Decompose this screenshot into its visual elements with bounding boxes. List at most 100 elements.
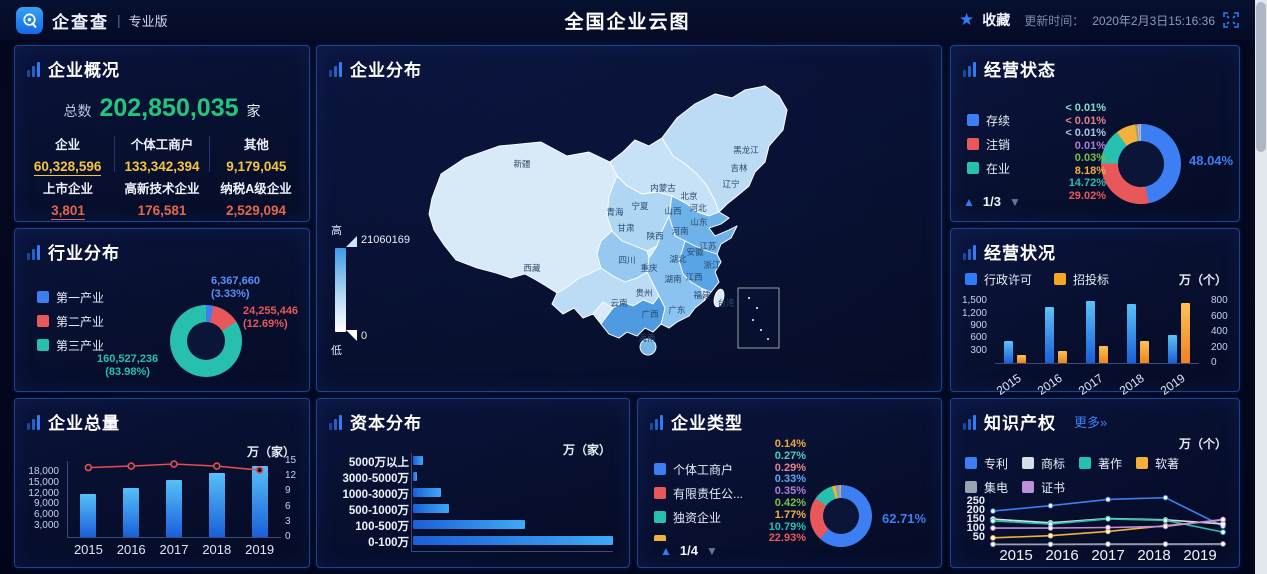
legend-item[interactable]: 招投标: [1054, 267, 1109, 291]
category-label: 500-1000万: [348, 505, 409, 517]
industry-donut-chart[interactable]: [170, 305, 242, 377]
axis-tick-label: 1,200: [961, 307, 987, 319]
legend-item[interactable]: 商标: [1022, 451, 1065, 475]
legend-pager: ▲ 1/4 ▼: [660, 543, 718, 558]
axis-tick-label: 15,000: [28, 476, 59, 488]
scale-low-label: 低: [331, 345, 342, 357]
legend-item[interactable]: 在业: [967, 156, 1010, 180]
legend-item[interactable]: 证书: [1022, 475, 1065, 499]
legend-item[interactable]: 有限责任公...: [654, 481, 743, 505]
pager-page: 1/3: [982, 194, 1001, 209]
stat-value: 176,581: [137, 203, 187, 218]
region-taiwan[interactable]: [712, 288, 725, 308]
axis-unit-label: 万（家）: [562, 443, 611, 457]
legend-item[interactable]: 专利: [965, 451, 1008, 475]
pager-down-button[interactable]: ▼: [1008, 194, 1021, 209]
trend-line: [84, 460, 264, 474]
pager-down-button[interactable]: ▼: [705, 543, 718, 558]
legend-item[interactable]: 第一产业: [37, 285, 104, 309]
legend-label: 软著: [1155, 456, 1180, 471]
panel-industry-distribution: 行业分布 第一产业 第二产业 第三产业 6,367,660 (3.33%) 24,2…: [14, 228, 310, 392]
legend-label: 在业: [986, 161, 1011, 176]
pct-label: 1.77%: [774, 508, 806, 521]
status-donut-chart[interactable]: [1101, 124, 1181, 204]
pct-label: < 0.01%: [1065, 102, 1106, 114]
scrollbar-track[interactable]: [1255, 0, 1267, 574]
right-axis: 15 12 9 6 3 0: [283, 455, 307, 542]
signal-bars-icon: [963, 414, 976, 430]
legend-label: 独资企业: [673, 510, 722, 525]
pager-up-button[interactable]: ▲: [963, 194, 975, 209]
signal-bars-icon: [329, 414, 342, 430]
pct-label: 0.33%: [774, 473, 806, 486]
ip-legend: 专利 商标 著作 软著集电 证书: [965, 451, 1227, 499]
legend-item[interactable]: [967, 180, 1010, 186]
x-axis-label: 2019: [1157, 371, 1188, 398]
stat-value-link[interactable]: 60,328,596: [33, 159, 102, 176]
axis-tick-label: 6,000: [33, 509, 59, 521]
legend-label: 证书: [1041, 480, 1066, 495]
axis-tick-label: 900: [970, 319, 987, 331]
x-axis-labels: 2015 2016 2017 2018 2019: [993, 547, 1223, 564]
panel-title-row: 资本分布: [329, 409, 422, 434]
legend-item[interactable]: 第三产业: [37, 333, 104, 357]
capital-row: 3000-5000万: [317, 469, 631, 485]
legend-label: 著作: [1098, 456, 1123, 471]
bar: [123, 487, 140, 537]
stat-label: 其他: [243, 138, 269, 152]
condition-bar-chart[interactable]: [995, 295, 1199, 363]
axis-tick-label: 250: [966, 495, 985, 508]
legend-swatch: [967, 162, 979, 174]
stat-value-link[interactable]: 3,801: [51, 203, 85, 220]
legend-swatch: [1022, 457, 1035, 469]
panel-title: 企业总量: [48, 414, 120, 433]
x-axis-labels: 2015 2016 2017 2018 2019: [67, 542, 281, 557]
axis-tick-label: 150: [966, 513, 985, 526]
fullscreen-icon[interactable]: [1223, 12, 1239, 28]
legend-item[interactable]: 存续: [967, 108, 1010, 132]
more-link[interactable]: 更多»: [1074, 415, 1108, 430]
donut-callout: 160,527,236 (83.98%): [97, 353, 159, 378]
legend-item[interactable]: 软著: [1136, 451, 1179, 475]
axis-tick-label: 0: [285, 531, 291, 542]
region-hainan[interactable]: [639, 338, 657, 356]
legend-item[interactable]: 个体工商户: [654, 457, 743, 481]
qichacha-logo-icon[interactable]: [16, 6, 43, 34]
type-donut-chart[interactable]: [810, 485, 872, 547]
total-bar-chart[interactable]: [67, 460, 281, 537]
overview-total-row: 总数 202,850,035 家: [15, 94, 309, 123]
legend-item[interactable]: 著作: [1079, 451, 1122, 475]
legend-item[interactable]: 第二产业: [37, 309, 104, 333]
pct-label: < 0.01%: [1065, 127, 1106, 139]
total-label: 总数: [63, 103, 92, 119]
legend-item[interactable]: 行政许可: [965, 267, 1032, 291]
bar-orange: [1099, 346, 1108, 363]
scale-gradient-bar: [335, 248, 346, 332]
legend-swatch: [967, 114, 979, 126]
legend-item[interactable]: 独资企业: [654, 505, 743, 529]
region-lianguang[interactable]: [600, 295, 666, 339]
scrollbar-thumb[interactable]: [1256, 2, 1266, 152]
legend-item[interactable]: 注销: [967, 132, 1010, 156]
legend-swatch: [654, 487, 666, 499]
panel-title: 企业概况: [48, 61, 120, 80]
signal-bars-icon: [27, 244, 40, 260]
bar: [413, 520, 525, 529]
stat-label: 个体工商户: [130, 138, 194, 152]
favorite-star-icon[interactable]: ★: [958, 10, 975, 29]
stat-cell: 高新技术企业 176,581: [115, 178, 209, 218]
favorite-button[interactable]: 收藏: [982, 12, 1011, 28]
signal-bars-icon: [27, 61, 40, 77]
legend-item[interactable]: 集电: [965, 475, 1008, 499]
pager-up-button[interactable]: ▲: [660, 543, 672, 558]
legend-swatch: [965, 481, 977, 493]
axis-tick-label: 600: [970, 332, 987, 344]
x-axis-label: 2015: [73, 542, 103, 557]
china-choropleth-map[interactable]: [317, 46, 943, 393]
legend-item[interactable]: [654, 529, 743, 541]
capital-bar-chart[interactable]: 5000万以上 3000-5000万 1000-3000万 500-1000万 100-…: [317, 453, 631, 549]
overview-stats-row1: 企业 60,328,596 个体工商户 133,342,394 其他 9,179…: [21, 134, 303, 176]
bar: [208, 473, 225, 537]
bar: [413, 488, 441, 497]
pct-label: 22.93%: [768, 532, 806, 545]
